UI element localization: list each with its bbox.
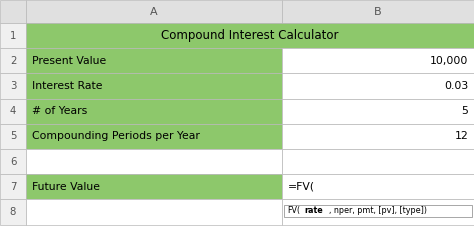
- Text: 12: 12: [455, 131, 468, 141]
- Bar: [282, 149, 474, 174]
- Bar: [284, 205, 472, 217]
- Text: Compound Interest Calculator: Compound Interest Calculator: [161, 29, 339, 42]
- Text: 0.03: 0.03: [444, 81, 468, 91]
- Bar: [0, 23, 26, 48]
- Text: 10,000: 10,000: [430, 56, 468, 66]
- Text: 1: 1: [10, 31, 16, 41]
- Bar: [26, 124, 282, 149]
- Text: 3: 3: [10, 81, 16, 91]
- Bar: [0, 48, 26, 73]
- Bar: [0, 99, 26, 124]
- Text: 5: 5: [461, 106, 468, 116]
- Bar: [282, 99, 474, 124]
- Bar: [282, 124, 474, 149]
- Bar: [0, 124, 26, 149]
- Text: Compounding Periods per Year: Compounding Periods per Year: [32, 131, 200, 141]
- Bar: [0, 149, 26, 174]
- Text: Present Value: Present Value: [32, 56, 106, 66]
- Bar: [26, 23, 474, 48]
- Text: A: A: [150, 6, 158, 17]
- Text: 6: 6: [10, 157, 16, 167]
- Bar: [282, 199, 474, 225]
- Bar: [282, 73, 474, 99]
- Bar: [26, 149, 282, 174]
- Bar: [26, 48, 282, 73]
- Bar: [282, 48, 474, 73]
- Text: 8: 8: [10, 207, 16, 217]
- Bar: [282, 0, 474, 23]
- Text: Interest Rate: Interest Rate: [32, 81, 102, 91]
- Bar: [282, 174, 474, 199]
- Text: 4: 4: [10, 106, 16, 116]
- Bar: [0, 73, 26, 99]
- Text: 2: 2: [10, 56, 16, 66]
- Bar: [0, 0, 26, 23]
- Text: Future Value: Future Value: [32, 182, 100, 192]
- Bar: [26, 73, 282, 99]
- Bar: [0, 174, 26, 199]
- Text: # of Years: # of Years: [32, 106, 87, 116]
- Text: rate: rate: [304, 206, 323, 215]
- Bar: [26, 99, 282, 124]
- Text: B: B: [374, 6, 382, 17]
- Text: 7: 7: [10, 182, 16, 192]
- Text: FV(: FV(: [288, 206, 301, 215]
- Text: 5: 5: [10, 131, 16, 141]
- Bar: [26, 0, 282, 23]
- Bar: [26, 174, 282, 199]
- Text: , nper, pmt, [pv], [type]): , nper, pmt, [pv], [type]): [328, 206, 427, 215]
- Bar: [0, 199, 26, 225]
- Text: =FV(: =FV(: [288, 182, 315, 192]
- Bar: [26, 199, 282, 225]
